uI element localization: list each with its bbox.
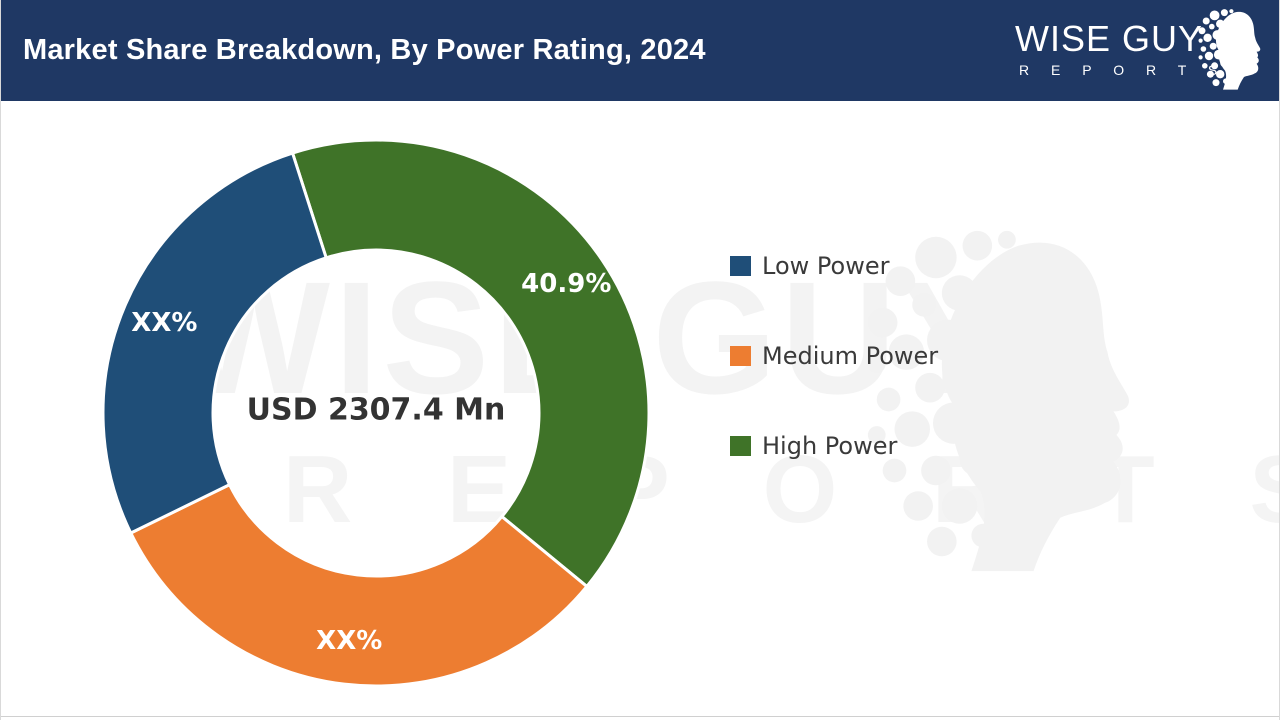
legend-label: High Power (762, 431, 898, 460)
legend-swatch-icon (730, 255, 751, 276)
legend-swatch-icon (730, 435, 751, 456)
brand-subtitle: R E P O R T S (1019, 62, 1227, 78)
donut-segment-medium-power (129, 483, 589, 688)
segment-label-medium-power: XX% (316, 626, 383, 657)
legend-swatch-icon (730, 345, 751, 366)
chart-legend: Low Power Medium Power High Power (730, 252, 938, 459)
legend-item-medium-power: Medium Power (730, 342, 938, 369)
brand-name: WISE GUY (1015, 18, 1204, 59)
segment-label-high-power: 40.9% (521, 268, 612, 299)
face-dots-icon (1198, 9, 1261, 90)
bottom-border (1, 716, 1279, 717)
legend-item-high-power: High Power (730, 432, 938, 459)
donut-chart-svg (101, 138, 651, 688)
donut-chart: USD 2307.4 Mn 40.9% XX% XX% (101, 138, 651, 688)
header-bar: Market Share Breakdown, By Power Rating,… (1, 0, 1279, 101)
chart-center-value: USD 2307.4 Mn (246, 392, 506, 428)
brand-logo-text: WISE GUY R E P O R T S (1015, 18, 1227, 79)
brand-logo: WISE GUY R E P O R T S (1015, 7, 1265, 95)
page-title: Market Share Breakdown, By Power Rating,… (23, 34, 706, 66)
legend-label: Low Power (762, 251, 890, 280)
legend-item-low-power: Low Power (730, 252, 938, 279)
donut-segment-high-power (291, 138, 651, 588)
legend-label: Medium Power (762, 341, 939, 370)
segment-label-low-power: XX% (131, 307, 198, 338)
donut-segment-low-power (101, 151, 328, 535)
